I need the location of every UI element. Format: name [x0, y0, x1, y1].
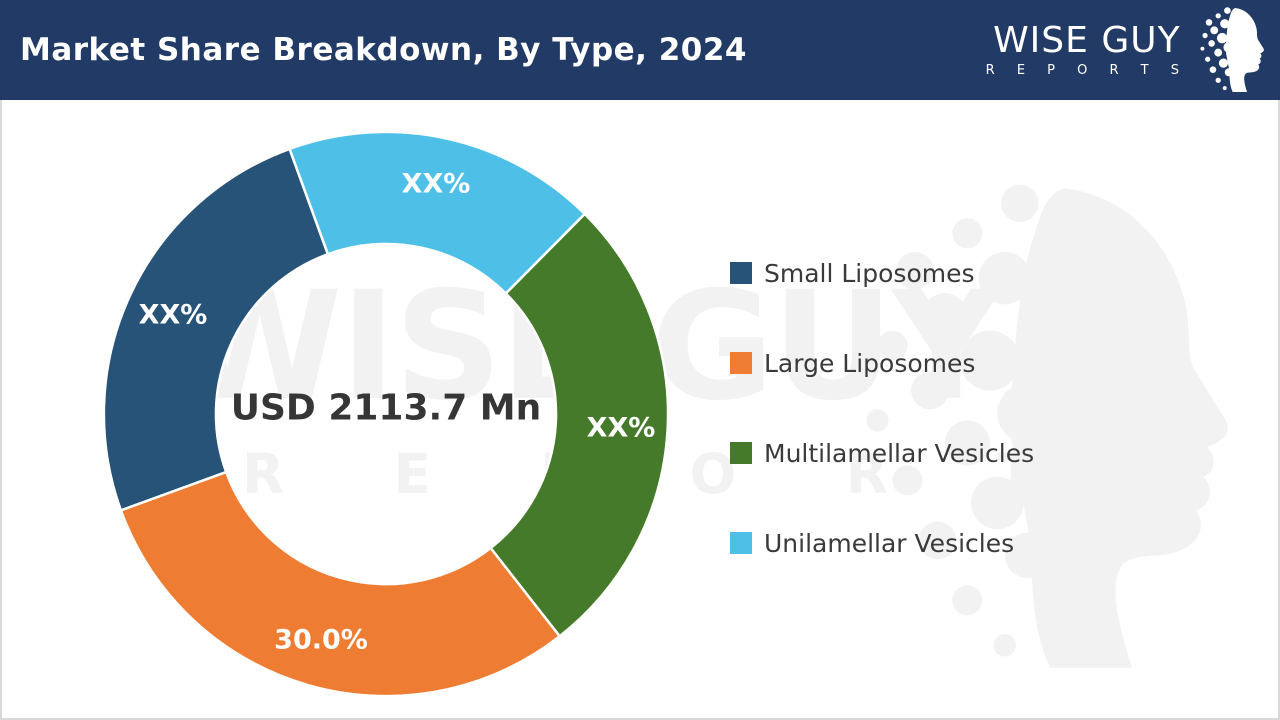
legend-label: Unilamellar Vesicles	[764, 528, 1015, 558]
legend-swatch-small-liposomes	[730, 262, 752, 284]
logo-text: WISE GUY R E P O R T S	[986, 21, 1188, 79]
slice-label-unilamellar-vesicles: XX%	[401, 168, 471, 200]
legend-swatch-unilamellar-vesicles	[730, 532, 752, 554]
slice-label-small-liposomes: XX%	[138, 299, 208, 331]
legend-item-unilamellar-vesicles: Unilamellar Vesicles	[730, 528, 1034, 558]
logo-subtitle: R E P O R T S	[985, 63, 1188, 78]
chart-area: WISE GUY R E P O R T S XX% 30.0% XX% XX%…	[0, 100, 1280, 720]
slice-small-liposomes	[102, 147, 330, 512]
page-title: Market Share Breakdown, By Type, 2024	[20, 32, 748, 68]
legend-label: Multilamellar Vesicles	[764, 438, 1035, 468]
legend-item-small-liposomes: Small Liposomes	[730, 258, 1034, 288]
slice-multilamellar-vesicles	[489, 212, 670, 638]
legend-item-large-liposomes: Large Liposomes	[730, 348, 1034, 378]
legend-label: Large Liposomes	[764, 348, 976, 378]
chart-legend: Small Liposomes Large Liposomes Multilam…	[730, 258, 1035, 558]
slice-label-multilamellar-vesicles: XX%	[586, 412, 656, 444]
slice-large-liposomes	[119, 470, 561, 698]
logo-name: WISE GUY	[993, 20, 1181, 61]
legend-swatch-large-liposomes	[730, 352, 752, 374]
donut-chart	[102, 130, 670, 698]
legend-label: Small Liposomes	[764, 258, 975, 288]
face-profile-icon	[1192, 4, 1272, 96]
header-bar: Market Share Breakdown, By Type, 2024 WI…	[0, 0, 1280, 100]
slice-label-large-liposomes: 30.0%	[274, 624, 368, 656]
chart-center-value: USD 2113.7 Mn	[230, 387, 542, 429]
legend-item-multilamellar-vesicles: Multilamellar Vesicles	[730, 438, 1035, 468]
slice-unilamellar-vesicles	[288, 130, 586, 295]
legend-swatch-multilamellar-vesicles	[730, 442, 752, 464]
wise-guy-logo: WISE GUY R E P O R T S	[986, 4, 1272, 96]
